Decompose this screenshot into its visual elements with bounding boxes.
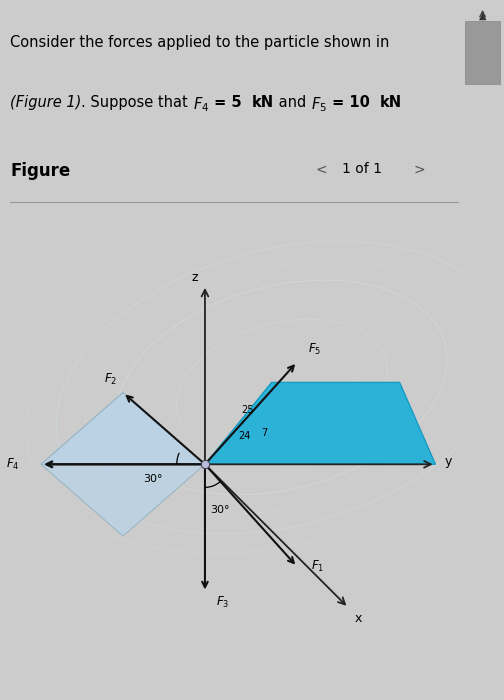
Text: 7: 7: [261, 428, 268, 438]
Polygon shape: [41, 393, 205, 464]
Text: y: y: [445, 455, 452, 468]
Text: 30°: 30°: [144, 474, 163, 484]
Text: $\mathit{F}_4$: $\mathit{F}_4$: [193, 95, 209, 114]
Text: and: and: [274, 95, 311, 110]
Text: 24: 24: [238, 430, 250, 441]
FancyBboxPatch shape: [466, 21, 499, 84]
Text: = 10: = 10: [327, 95, 380, 110]
Text: $F_5$: $F_5$: [308, 342, 322, 356]
Text: >: >: [414, 162, 425, 176]
Text: $F_2$: $F_2$: [103, 372, 117, 387]
Text: ▲: ▲: [479, 10, 486, 20]
Text: x: x: [355, 612, 362, 624]
Text: Consider the forces applied to the particle shown in: Consider the forces applied to the parti…: [10, 35, 390, 50]
Text: 1 of 1: 1 of 1: [342, 162, 382, 176]
Text: . Suppose that: . Suppose that: [82, 95, 193, 110]
Text: kN: kN: [252, 95, 274, 110]
Text: 25: 25: [241, 405, 254, 415]
Text: $F_4$: $F_4$: [6, 457, 20, 472]
Text: $F_3$: $F_3$: [216, 595, 229, 610]
Text: kN: kN: [380, 95, 402, 110]
Text: Figure: Figure: [10, 162, 71, 181]
Text: = 5: = 5: [209, 95, 252, 110]
Polygon shape: [41, 393, 205, 536]
Text: <: <: [315, 162, 327, 176]
Text: $F_1$: $F_1$: [311, 559, 324, 574]
Text: $\mathit{F}_5$: $\mathit{F}_5$: [311, 95, 327, 114]
Text: 30°: 30°: [210, 505, 230, 515]
Text: z: z: [192, 271, 198, 284]
Polygon shape: [205, 382, 435, 464]
Text: (Figure 1): (Figure 1): [10, 95, 82, 110]
